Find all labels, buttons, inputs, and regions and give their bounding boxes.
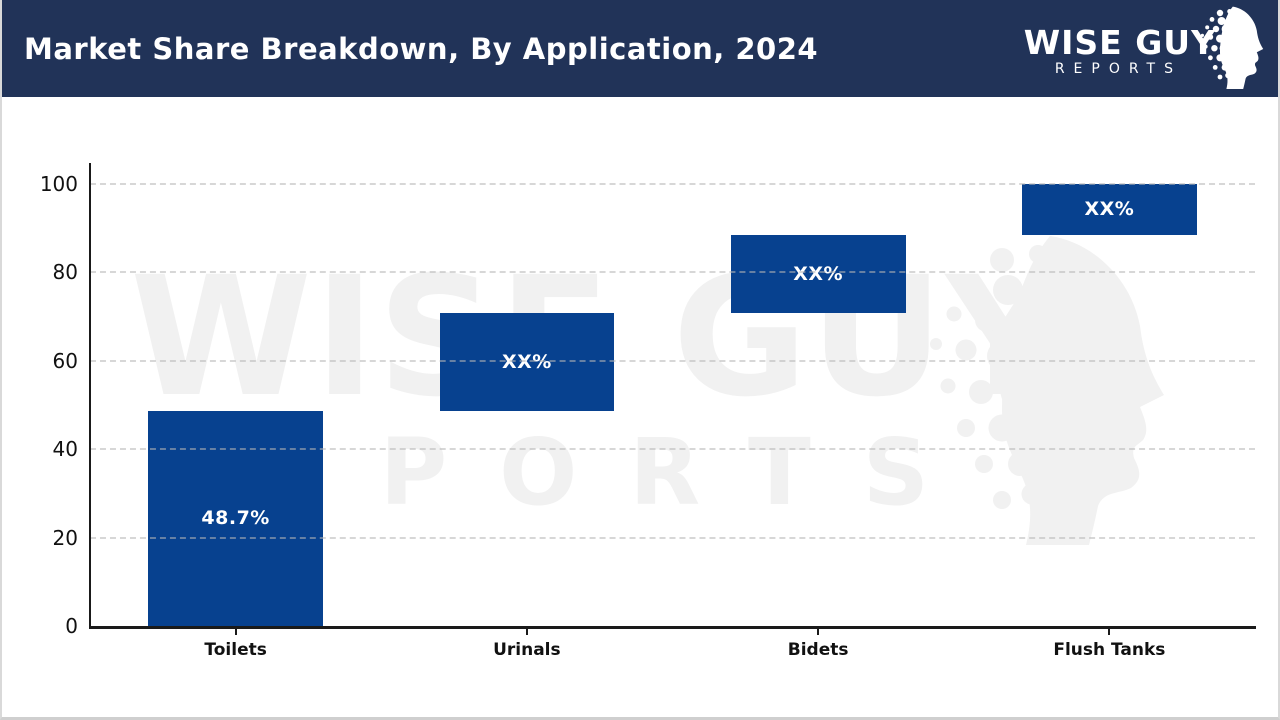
bar-value-label: XX% — [1084, 198, 1135, 221]
chart-title: Market Share Breakdown, By Application, … — [24, 31, 819, 66]
bar-value-label: 48.7% — [201, 507, 270, 530]
bar-value-label: XX% — [793, 262, 844, 285]
x-axis-tickmark — [817, 626, 820, 635]
bar-segment: XX% — [439, 313, 615, 411]
x-axis-tickmark — [525, 626, 528, 635]
y-axis-tick-label: 40 — [52, 437, 78, 462]
chart-canvas: WISE GUY REPORTS 0 20 40 60 80 100 48.7% Toilet… — [2, 97, 1278, 717]
wise-guy-logo: WISE GUY REPORTS — [1008, 0, 1264, 97]
bar-value-label: XX% — [501, 350, 552, 373]
y-axis-tick-label: 60 — [52, 348, 78, 373]
y-axis-tick-label: 100 — [39, 172, 78, 196]
y-gridline — [90, 448, 1255, 451]
y-axis-line — [89, 163, 91, 629]
logo-brand-text: WISE GUY — [1023, 23, 1216, 62]
y-axis-tick-label: 80 — [52, 260, 78, 285]
x-axis-tickmark — [1108, 626, 1111, 635]
x-axis-tickmark — [234, 626, 237, 635]
bar-segment: XX% — [1022, 184, 1197, 235]
bar-segment: 48.7% — [148, 410, 323, 626]
bar-segment: XX% — [730, 234, 906, 314]
plot-region: 0 20 40 60 80 100 48.7% Toilets XX% Urinals XX% Bid… — [2, 97, 1278, 717]
x-axis-line — [89, 626, 1256, 629]
y-gridline — [90, 359, 1255, 362]
y-axis-tick-label: 0 — [65, 614, 78, 638]
y-gridline — [90, 536, 1255, 539]
x-axis-category-label: Bidets — [787, 640, 849, 660]
header-bar: Market Share Breakdown, By Application, … — [2, 0, 1278, 97]
y-gridline — [90, 183, 1255, 185]
x-axis-category-label: Urinals — [493, 640, 561, 660]
y-axis-tick-label: 20 — [52, 525, 78, 550]
dotted-head-profile-icon — [1200, 6, 1264, 90]
x-axis-category-label: Toilets — [204, 640, 267, 660]
y-gridline — [90, 271, 1255, 274]
x-axis-category-label: Flush Tanks — [1053, 640, 1166, 660]
logo-sub-text: REPORTS — [1054, 61, 1182, 77]
